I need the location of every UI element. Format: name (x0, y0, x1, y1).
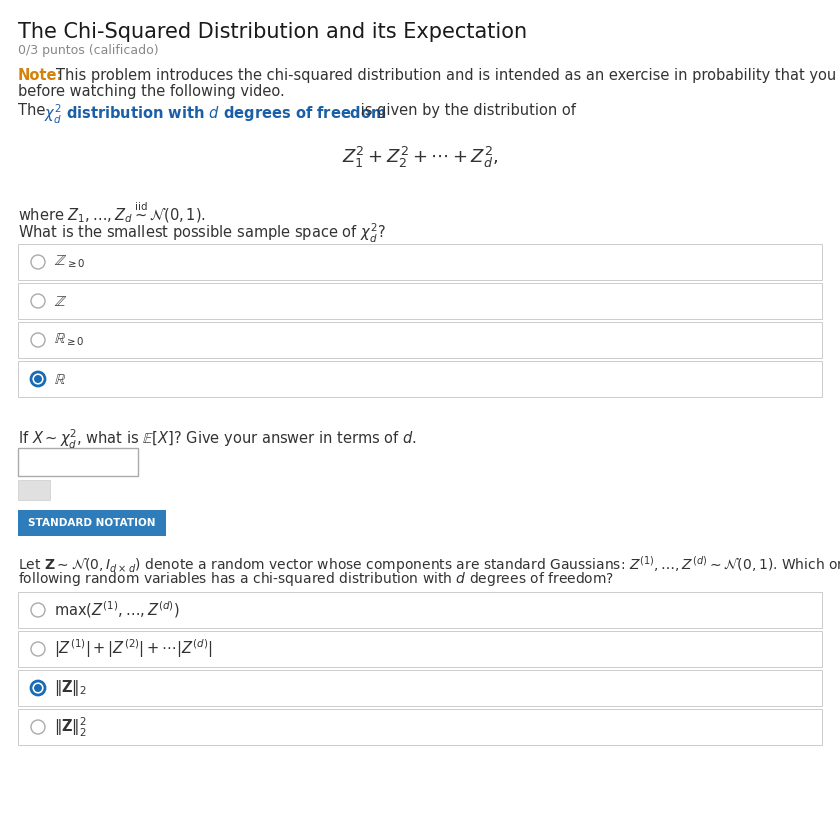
Circle shape (31, 681, 45, 695)
FancyBboxPatch shape (18, 709, 822, 745)
Text: What is the smallest possible sample space of $\chi_d^2$?: What is the smallest possible sample spa… (18, 222, 386, 245)
FancyBboxPatch shape (18, 631, 822, 667)
Text: $\max\left(Z^{(1)}, \ldots, Z^{(d)}\right)$: $\max\left(Z^{(1)}, \ldots, Z^{(d)}\righ… (54, 600, 180, 621)
Text: $\chi^2_d$ distribution with $d$ degrees of freedom: $\chi^2_d$ distribution with $d$ degrees… (44, 103, 386, 127)
Text: STANDARD NOTATION: STANDARD NOTATION (29, 518, 155, 528)
Text: If $X \sim \chi_d^2$, what is $\mathbb{E}\left[X\right]$? Give your answer in te: If $X \sim \chi_d^2$, what is $\mathbb{E… (18, 428, 417, 451)
Text: Note:: Note: (18, 68, 63, 83)
FancyBboxPatch shape (18, 448, 138, 476)
FancyBboxPatch shape (18, 361, 822, 397)
Text: $Z_1^2 + Z_2^2 + \cdots + Z_d^2,$: $Z_1^2 + Z_2^2 + \cdots + Z_d^2,$ (342, 145, 498, 170)
Text: following random variables has a chi-squared distribution with $d$ degrees of fr: following random variables has a chi-squ… (18, 570, 614, 588)
FancyBboxPatch shape (18, 244, 822, 280)
Text: is given by the distribution of: is given by the distribution of (356, 103, 576, 118)
Text: where $Z_1, \ldots, Z_d \overset{\mathrm{iid}}{\sim} \mathcal{N}(0,1)$.: where $Z_1, \ldots, Z_d \overset{\mathrm… (18, 200, 206, 224)
Circle shape (31, 294, 45, 308)
Text: $\mathbb{R}$: $\mathbb{R}$ (54, 372, 66, 386)
Circle shape (31, 372, 45, 386)
FancyBboxPatch shape (18, 322, 822, 358)
FancyBboxPatch shape (18, 510, 166, 536)
Circle shape (34, 375, 42, 383)
FancyBboxPatch shape (18, 283, 822, 319)
Text: 0/3 puntos (calificado): 0/3 puntos (calificado) (18, 44, 159, 57)
Text: $\|\mathbf{Z}\|_2$: $\|\mathbf{Z}\|_2$ (54, 678, 87, 698)
Text: This problem introduces the chi-squared distribution and is intended as an exerc: This problem introduces the chi-squared … (56, 68, 840, 83)
Circle shape (31, 642, 45, 656)
Text: $\mathbb{Z}_{\geq 0}$: $\mathbb{Z}_{\geq 0}$ (54, 254, 86, 270)
FancyBboxPatch shape (18, 670, 822, 706)
Text: The Chi-Squared Distribution and its Expectation: The Chi-Squared Distribution and its Exp… (18, 22, 528, 42)
Circle shape (31, 720, 45, 734)
Circle shape (31, 603, 45, 617)
Circle shape (31, 255, 45, 269)
Text: $|Z^{(1)}| + |Z^{(2)}| + \cdots |Z^{(d)}|$: $|Z^{(1)}| + |Z^{(2)}| + \cdots |Z^{(d)}… (54, 638, 213, 660)
Text: Let $\mathbf{Z} \sim \mathcal{N}\left(0, I_{d\times d}\right)$ denote a random v: Let $\mathbf{Z} \sim \mathcal{N}\left(0,… (18, 554, 840, 575)
FancyBboxPatch shape (18, 592, 822, 628)
Circle shape (31, 333, 45, 347)
FancyBboxPatch shape (18, 480, 50, 500)
Text: $\mathbb{Z}$: $\mathbb{Z}$ (54, 293, 67, 308)
Text: The: The (18, 103, 50, 118)
Text: $\mathbb{R}_{\geq 0}$: $\mathbb{R}_{\geq 0}$ (54, 331, 84, 349)
Circle shape (34, 684, 42, 692)
Text: $\|\mathbf{Z}\|_2^2$: $\|\mathbf{Z}\|_2^2$ (54, 715, 87, 739)
Text: before watching the following video.: before watching the following video. (18, 84, 285, 99)
